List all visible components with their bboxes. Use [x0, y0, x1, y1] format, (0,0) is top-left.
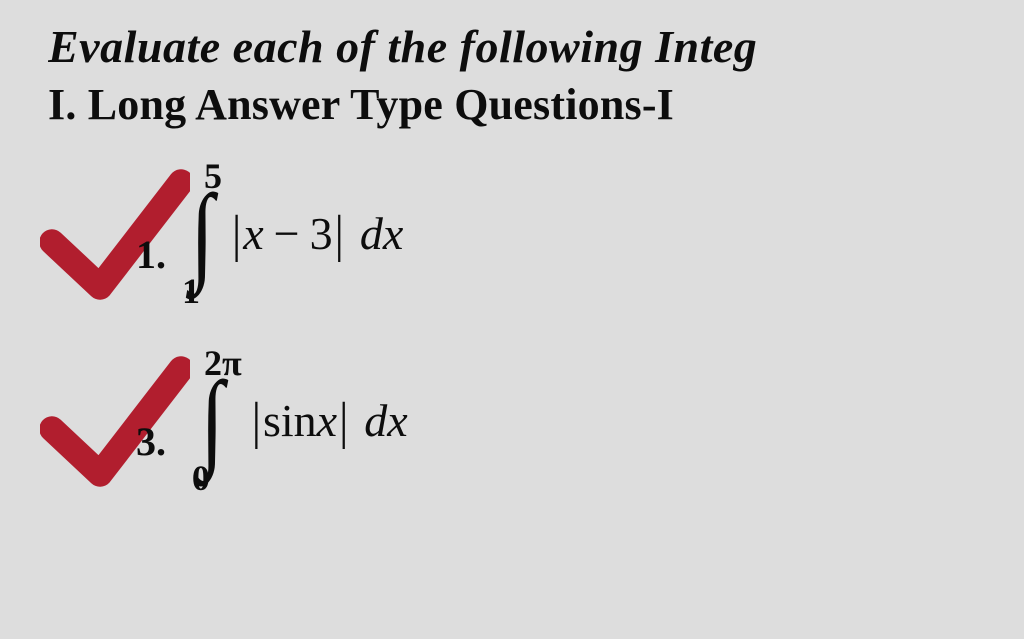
checkmark-wrap: 1.	[40, 158, 190, 308]
checkmark-icon	[40, 345, 190, 495]
integral-sign-block: 2π∫0	[182, 345, 242, 496]
question-number: 1.	[136, 231, 166, 278]
integral-expression: 5∫1|x−3|dx	[182, 158, 403, 309]
questions-container: 1.5∫1|x−3|dx3.2π∫0|sin x|dx	[48, 158, 996, 496]
math-variable: x	[317, 394, 337, 447]
math-variable: x	[243, 207, 263, 260]
abs-bar: |	[252, 391, 261, 450]
abs-bar: |	[232, 204, 241, 263]
math-text: 3	[310, 207, 333, 260]
math-operator: −	[274, 207, 300, 260]
checkmark-wrap: 3.	[40, 345, 190, 495]
integral-expression: 2π∫0|sin x|dx	[182, 345, 408, 496]
abs-bar: |	[335, 204, 344, 263]
differential: dx	[360, 207, 403, 260]
checkmark-icon	[40, 158, 190, 308]
integral-sign: ∫	[200, 383, 224, 458]
page-title: Evaluate each of the following Integ	[48, 20, 996, 73]
abs-bar: |	[339, 391, 348, 450]
math-text: sin	[263, 394, 317, 447]
question-number: 3.	[136, 418, 166, 465]
section-heading: I. Long Answer Type Questions-I	[48, 79, 996, 130]
differential: dx	[364, 394, 407, 447]
integrand: |x−3|dx	[230, 207, 403, 260]
integrand: |sin x|dx	[250, 394, 408, 447]
integral-sign: ∫	[190, 196, 214, 271]
question-row: 1.5∫1|x−3|dx	[40, 158, 996, 309]
question-row: 3.2π∫0|sin x|dx	[40, 345, 996, 496]
page-root: Evaluate each of the following Integ I. …	[0, 0, 1024, 639]
